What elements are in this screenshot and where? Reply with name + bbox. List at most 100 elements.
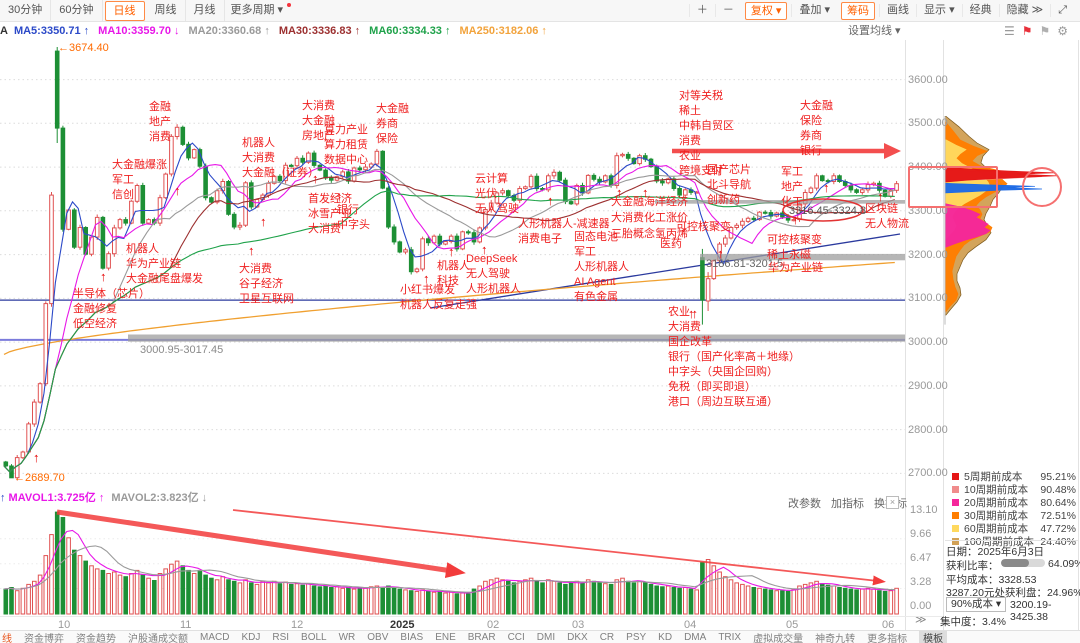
legend-color-swatch [952,473,959,480]
legend-color-swatch [952,538,959,545]
legend-label: 100周期前成本 [964,536,1035,548]
x-axis-label: 06 [882,619,895,631]
gear-icon[interactable]: ⚙ [1057,24,1069,38]
x-axis: 10 11 12 2025 02 03 04 05 06 [0,616,943,631]
indicator-tab-1[interactable]: 资金博弈 [24,633,64,643]
indicator-tab-2[interactable]: 资金趋势 [76,633,116,643]
price-axis-label: 3300.00 [908,204,948,217]
price-axis-label: 3600.00 [908,73,948,86]
price-axis-label: 3200.00 [908,248,948,261]
legend-row-3: 30周期前成本 72.51% [952,509,1076,522]
period-tab-0[interactable]: 30分钟 [0,0,52,21]
price-axis-label: 2700.00 [908,467,948,480]
toolbar-button-3[interactable]: 叠加 ▾ [791,4,837,17]
price-axis-label: 3500.00 [908,117,948,130]
ma-value-4: MA60:3334.33 ↑ [369,25,451,37]
indicator-tab-9[interactable]: OBV [367,631,389,643]
toolbar-button-7[interactable]: 经典 [961,4,999,17]
profit-ratio-value: 64.09% [1048,558,1080,570]
indicator-tab-10[interactable]: BIAS [400,631,424,643]
indicator-tab-18[interactable]: KD [658,631,673,643]
list-icon[interactable]: ☰ [1004,24,1015,38]
indicator-tab-16[interactable]: CR [599,631,615,643]
candlestick-chart-canvas[interactable] [0,40,905,492]
axis-divider-left [905,40,906,630]
ma-bar-icons: ☰ ⚑ ⚑ ⚙ [1004,23,1068,39]
ma-items: MA5:3350.71 ↑ MA10:3359.70 ↓ MA20:3360.68 … [14,25,556,37]
indicator-tab-6[interactable]: RSI [272,631,290,643]
chevron-right-icon[interactable]: ≫ [915,614,927,626]
indicator-tab-17[interactable]: PSY [626,631,647,643]
indicator-tab-0[interactable]: 线 [2,633,12,643]
flag-red-icon[interactable]: ⚑ [1021,24,1033,38]
avg-cost: 平均成本：3328.53 [946,574,1037,586]
cost-range-dropdown[interactable]: 90%成本 ▾ [946,597,1007,612]
toolbar-button-6[interactable]: 显示 ▾ [916,4,962,17]
toolbar-button-2[interactable]: 复权 ▾ [744,1,788,20]
indicator-tab-23[interactable]: 更多指标 [867,633,908,643]
indicator-tab-22[interactable]: 神奇九转 [815,633,856,643]
legend-color-swatch [952,525,959,532]
indicator-tab-11[interactable]: ENE [435,631,456,643]
indicator-tab-21[interactable]: 虚拟成交量 [753,633,804,643]
legend-value: 72.51% [1040,509,1076,522]
indicator-tab-24[interactable]: 模板 [919,631,948,643]
price-axis-label: 3100.00 [908,292,948,305]
toolbar-button-4[interactable]: 筹码 [841,1,876,20]
legend-row-5: 100周期前成本 24.40% [952,535,1076,548]
legend-row-4: 60周期前成本 47.72% [952,522,1076,535]
more-periods-button[interactable]: 更多周期 ▾ [225,0,294,21]
indicator-tab-19[interactable]: DMA [684,631,707,643]
flag-gray-icon[interactable]: ⚑ [1039,24,1051,38]
volume-axis-label: 0.00 [910,600,932,612]
indicator-tab-20[interactable]: TRIX [718,631,742,643]
indicator-tab-8[interactable]: WR [338,631,356,643]
legend-label: 60周期前成本 [964,523,1029,535]
period-tab-3[interactable]: 周线 [147,0,186,21]
indicator-tab-14[interactable]: DMI [536,631,556,643]
toolbar-button-5[interactable]: 画线 [879,4,916,17]
indicator-tab-7[interactable]: BOLL [301,631,327,643]
volume-chart-canvas[interactable] [0,500,905,618]
close-icon[interactable]: × [886,496,899,509]
toolbar-button-1[interactable]: － [714,4,741,17]
price-axis-label: 2900.00 [908,379,948,392]
period-tab-1[interactable]: 60分钟 [51,0,103,21]
indicator-tab-15[interactable]: DKX [567,631,588,643]
indicator-tab-5[interactable]: KDJ [241,631,261,643]
chip-date: 日期：2025年6月3日 [946,546,1045,558]
ma-value-bar: A MA5:3350.71 ↑ MA10:3359.70 ↓ MA20:3360.6… [0,22,1080,40]
ma-value-1: MA10:3359.70 ↓ [98,25,180,37]
legend-color-swatch [952,486,959,493]
more-periods-label: 更多周期 ▾ [230,4,284,16]
legend-row-0: 5周期前成本 95.21% [952,470,1076,483]
ma-value-0: MA5:3350.71 ↑ [13,25,90,37]
indicator-tab-3[interactable]: 沪股通成交额 [128,633,188,643]
panel-divider-left [943,40,944,630]
indicator-tab-12[interactable]: BRAR [467,631,496,643]
volume-axis-label: 3.28 [910,576,932,588]
x-axis-label: 05 [786,619,799,631]
volume-action-1[interactable]: 加指标 [831,498,864,510]
toolbar-button-9[interactable]: ⤢ [1050,4,1074,17]
indicator-tab-4[interactable]: MACD [200,631,230,643]
legend-value: 90.48% [1040,483,1076,496]
period-tab-2[interactable]: 日线 [104,0,145,21]
x-axis-label: 12 [291,619,304,631]
chip-distribution-profile [944,115,1058,325]
ma-settings-button[interactable]: 设置均线 ▾ [848,25,901,37]
toolbar-button-8[interactable]: 隐藏 ≫ [998,4,1051,17]
volume-lead-arrow: ↑ [0,492,6,504]
x-axis-label: 11 [180,619,192,631]
x-axis-label: 03 [572,619,585,631]
legend-value: 47.72% [1040,522,1076,535]
period-tabs: 30分钟 60分钟 日线 周线 月线 [0,0,225,21]
indicator-tab-13[interactable]: CCI [507,631,525,643]
price-profit: 3287.20元处获利盘：24.96% [946,587,1080,599]
volume-action-0[interactable]: 改参数 [788,498,821,510]
toolbar-button-0[interactable]: ＋ [688,4,715,17]
concentration: 集中度：3.4% [940,616,1006,628]
period-tab-4[interactable]: 月线 [186,0,225,21]
price-axis-label: 3000.00 [908,336,948,349]
